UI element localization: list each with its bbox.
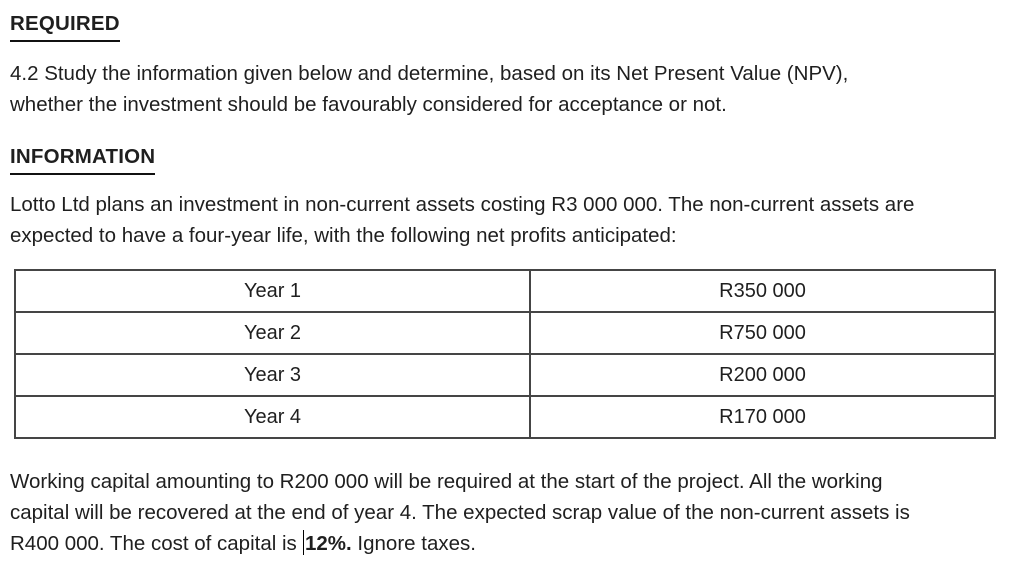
closing-line3-after-bold: Ignore taxes.: [351, 532, 476, 555]
amount-cell: R170 000: [529, 395, 996, 439]
closing-paragraph-line-1: Working capital amounting to R200 000 wi…: [10, 470, 883, 493]
closing-paragraph-line-3: R400 000. The cost of capital is 12%. Ig…: [10, 528, 991, 559]
profit-table-body: Year 1 R350 000 Year 2 R750 000 Year 3 R200 0…: [14, 269, 996, 439]
closing-paragraph: Working capital amounting to R200 000 wi…: [10, 466, 991, 559]
information-paragraph-line-2: expected to have a four-year life, with …: [10, 224, 677, 247]
table-row: Year 1 R350 000: [14, 269, 996, 313]
required-paragraph: 4.2 Study the information given below an…: [10, 58, 991, 120]
net-profit-table: Year 1 R350 000 Year 2 R750 000 Year 3 R200 0…: [14, 269, 996, 439]
text-cursor: [302, 530, 304, 555]
required-heading: REQUIRED: [10, 8, 120, 42]
amount-cell: R350 000: [529, 269, 996, 313]
table-row: Year 3 R200 000: [14, 353, 996, 397]
table-row: Year 2 R750 000: [14, 311, 996, 355]
table-row: Year 4 R170 000: [14, 395, 996, 439]
year-cell: Year 3: [14, 353, 531, 397]
information-heading: INFORMATION: [10, 141, 156, 175]
cost-of-capital-bold: 12%.: [305, 532, 352, 555]
required-paragraph-line-1: 4.2 Study the information given below an…: [10, 62, 849, 85]
required-paragraph-line-2: whether the investment should be favoura…: [10, 93, 727, 116]
information-paragraph: Lotto Ltd plans an investment in non-cur…: [10, 189, 991, 251]
closing-paragraph-line-2: capital will be recovered at the end of …: [10, 501, 910, 524]
information-paragraph-line-1: Lotto Ltd plans an investment in non-cur…: [10, 193, 915, 216]
year-cell: Year 1: [14, 269, 531, 313]
amount-cell: R200 000: [529, 353, 996, 397]
year-cell: Year 2: [14, 311, 531, 355]
amount-cell: R750 000: [529, 311, 996, 355]
closing-line3-before-bold: R400 000. The cost of capital is: [10, 532, 303, 555]
year-cell: Year 4: [14, 395, 531, 439]
